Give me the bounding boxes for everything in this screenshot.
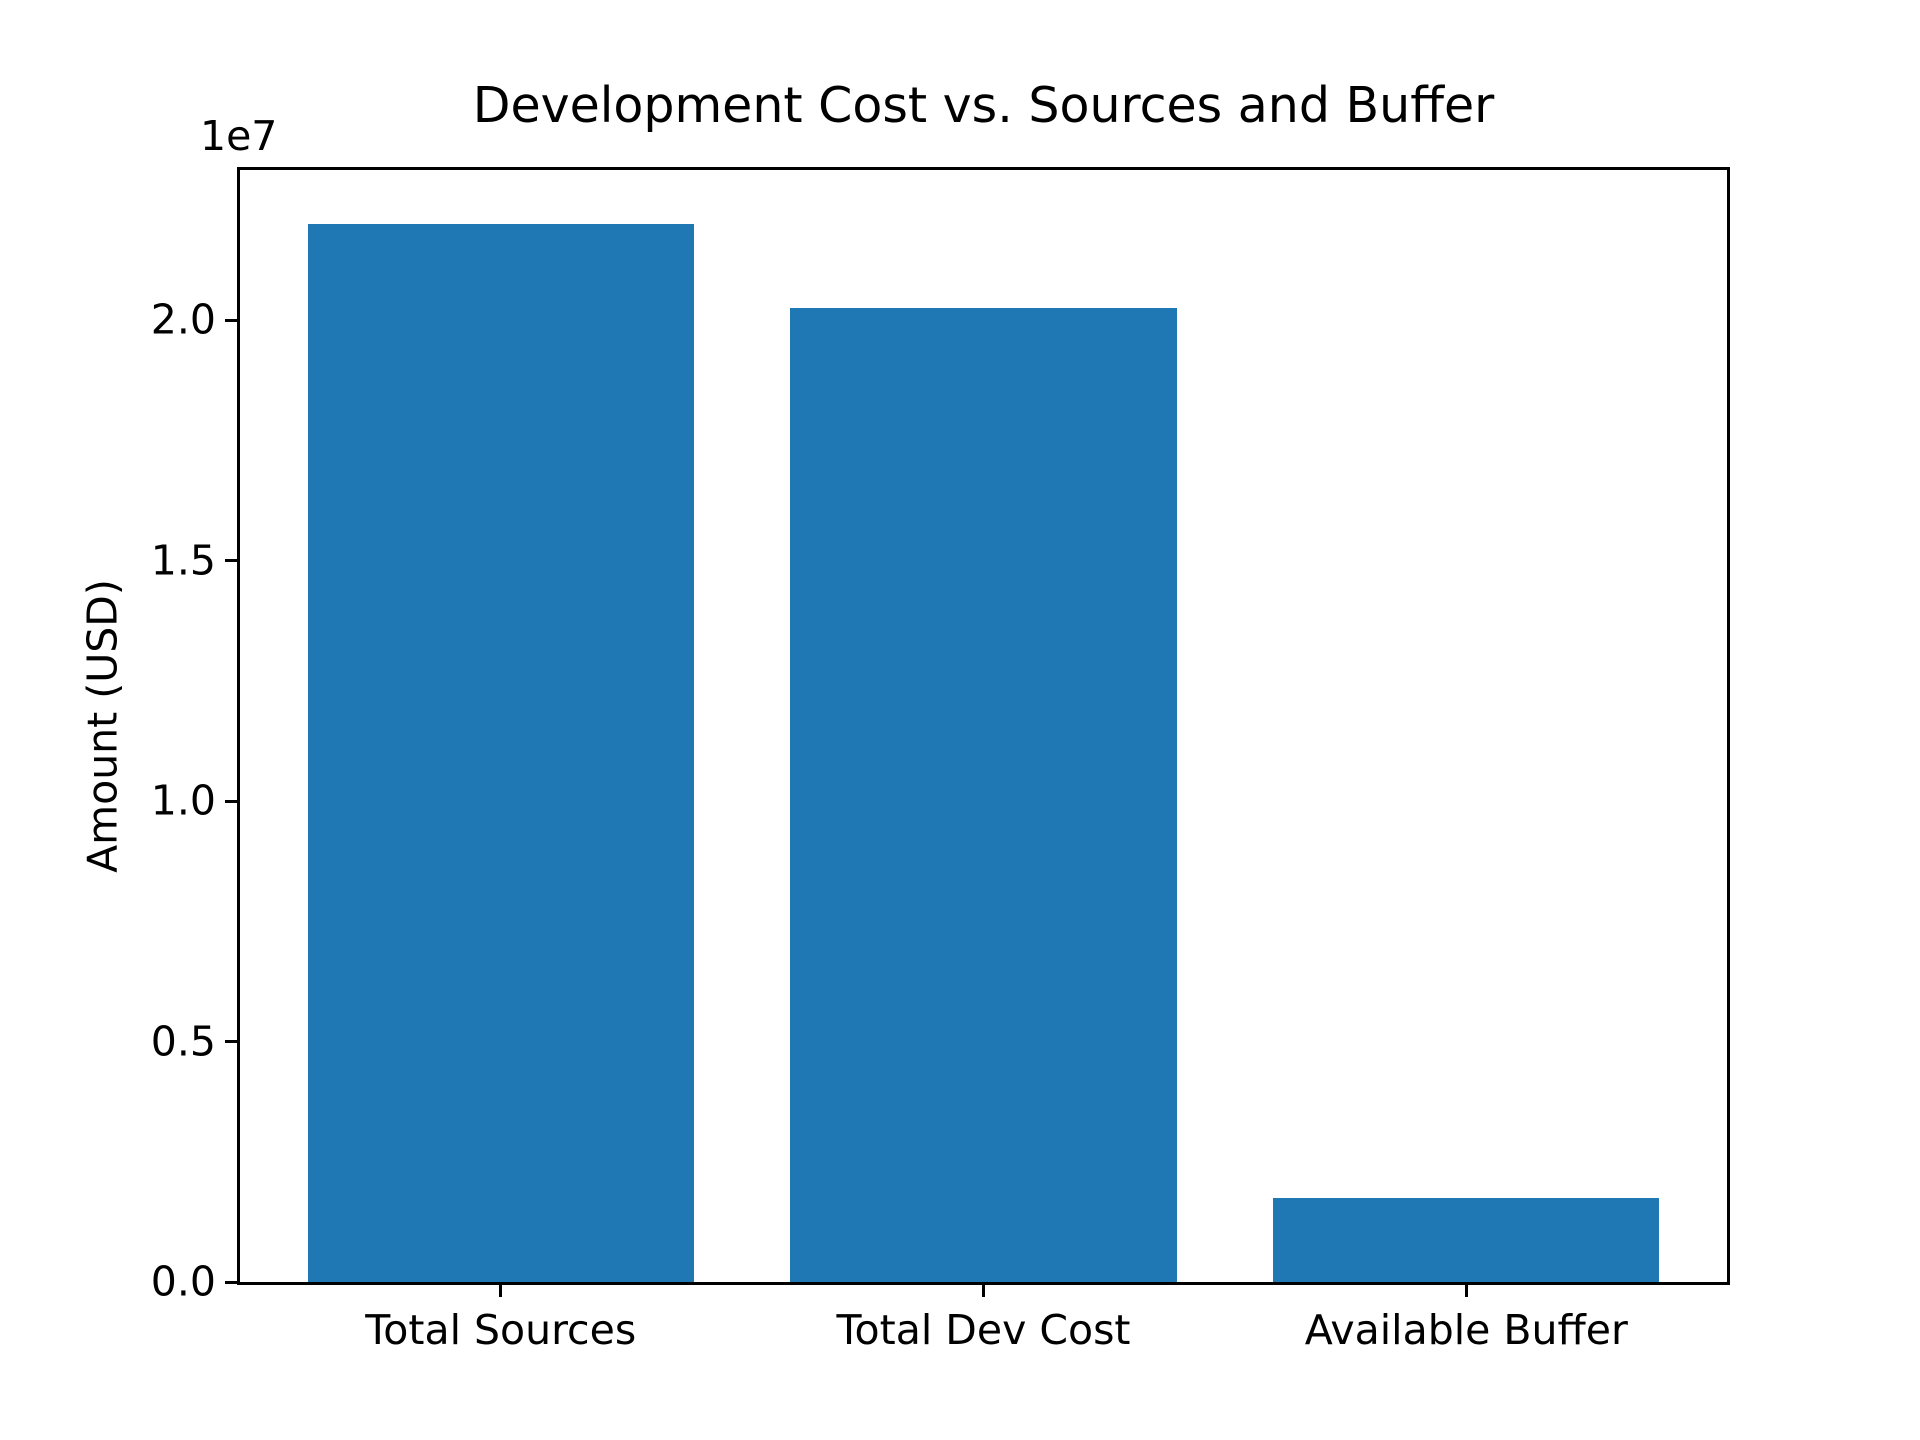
y-tick-mark [225, 559, 240, 563]
y-tick-label: 0.5 [150, 1017, 216, 1066]
x-tick-mark [1464, 1282, 1468, 1297]
y-axis-label: Amount (USD) [78, 579, 127, 873]
y-tick-label: 1.5 [150, 536, 216, 585]
y-tick-label: 0.0 [150, 1257, 216, 1306]
y-tick-mark [225, 1280, 240, 1284]
y-tick-mark [225, 318, 240, 322]
x-tick-mark [982, 1282, 985, 1297]
y-tick-label: 1.0 [150, 776, 216, 825]
x-tick-label: Available Buffer [1304, 1306, 1628, 1354]
x-tick-label: Total Sources [365, 1306, 637, 1354]
chart-title: Development Cost vs. Sources and Buffer [472, 77, 1495, 134]
y-tick-label: 2.0 [150, 295, 216, 344]
y-tick-mark [225, 1040, 240, 1044]
x-tick-mark [499, 1282, 503, 1297]
x-tick-label: Total Dev Cost [836, 1306, 1131, 1354]
bar-available-buffer [1273, 1197, 1660, 1282]
plot-area [237, 167, 1730, 1285]
bar-total-dev-cost [790, 308, 1177, 1282]
bar-total-sources [307, 224, 694, 1282]
y-axis-offset-label: 1e7 [200, 112, 278, 160]
y-tick-mark [225, 799, 240, 803]
